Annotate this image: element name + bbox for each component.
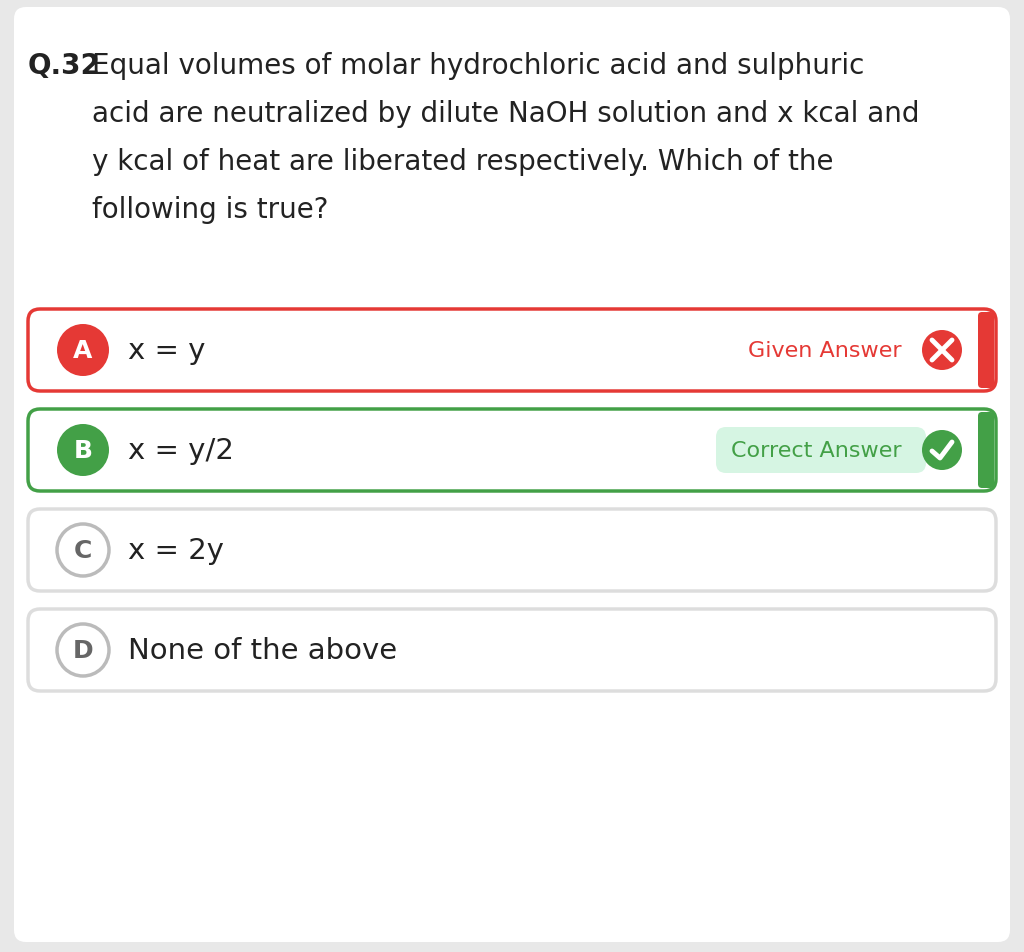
Circle shape [922,330,962,370]
FancyBboxPatch shape [28,309,996,391]
Text: C: C [74,539,92,563]
Text: acid are neutralized by dilute NaOH solution and x kcal and: acid are neutralized by dilute NaOH solu… [92,100,920,128]
Text: Given Answer: Given Answer [749,341,902,361]
Circle shape [57,625,109,676]
FancyBboxPatch shape [28,609,996,691]
FancyBboxPatch shape [28,509,996,591]
Text: y kcal of heat are liberated respectively. Which of the: y kcal of heat are liberated respectivel… [92,148,834,176]
Text: Q.32: Q.32 [28,52,101,80]
Text: D: D [73,639,93,663]
Text: x = y: x = y [128,337,206,365]
FancyBboxPatch shape [978,312,994,388]
Circle shape [57,425,109,477]
Circle shape [57,325,109,377]
Text: Equal volumes of molar hydrochloric acid and sulphuric: Equal volumes of molar hydrochloric acid… [92,52,864,80]
FancyBboxPatch shape [28,409,996,491]
Text: following is true?: following is true? [92,196,329,224]
Text: None of the above: None of the above [128,636,397,664]
Circle shape [922,430,962,470]
Text: Correct Answer: Correct Answer [731,441,902,461]
FancyBboxPatch shape [978,412,994,488]
FancyBboxPatch shape [14,8,1010,942]
Text: x = y/2: x = y/2 [128,437,233,465]
Text: x = 2y: x = 2y [128,536,224,565]
FancyBboxPatch shape [716,427,926,473]
Text: A: A [74,339,93,363]
Text: B: B [74,439,92,463]
Circle shape [57,525,109,576]
